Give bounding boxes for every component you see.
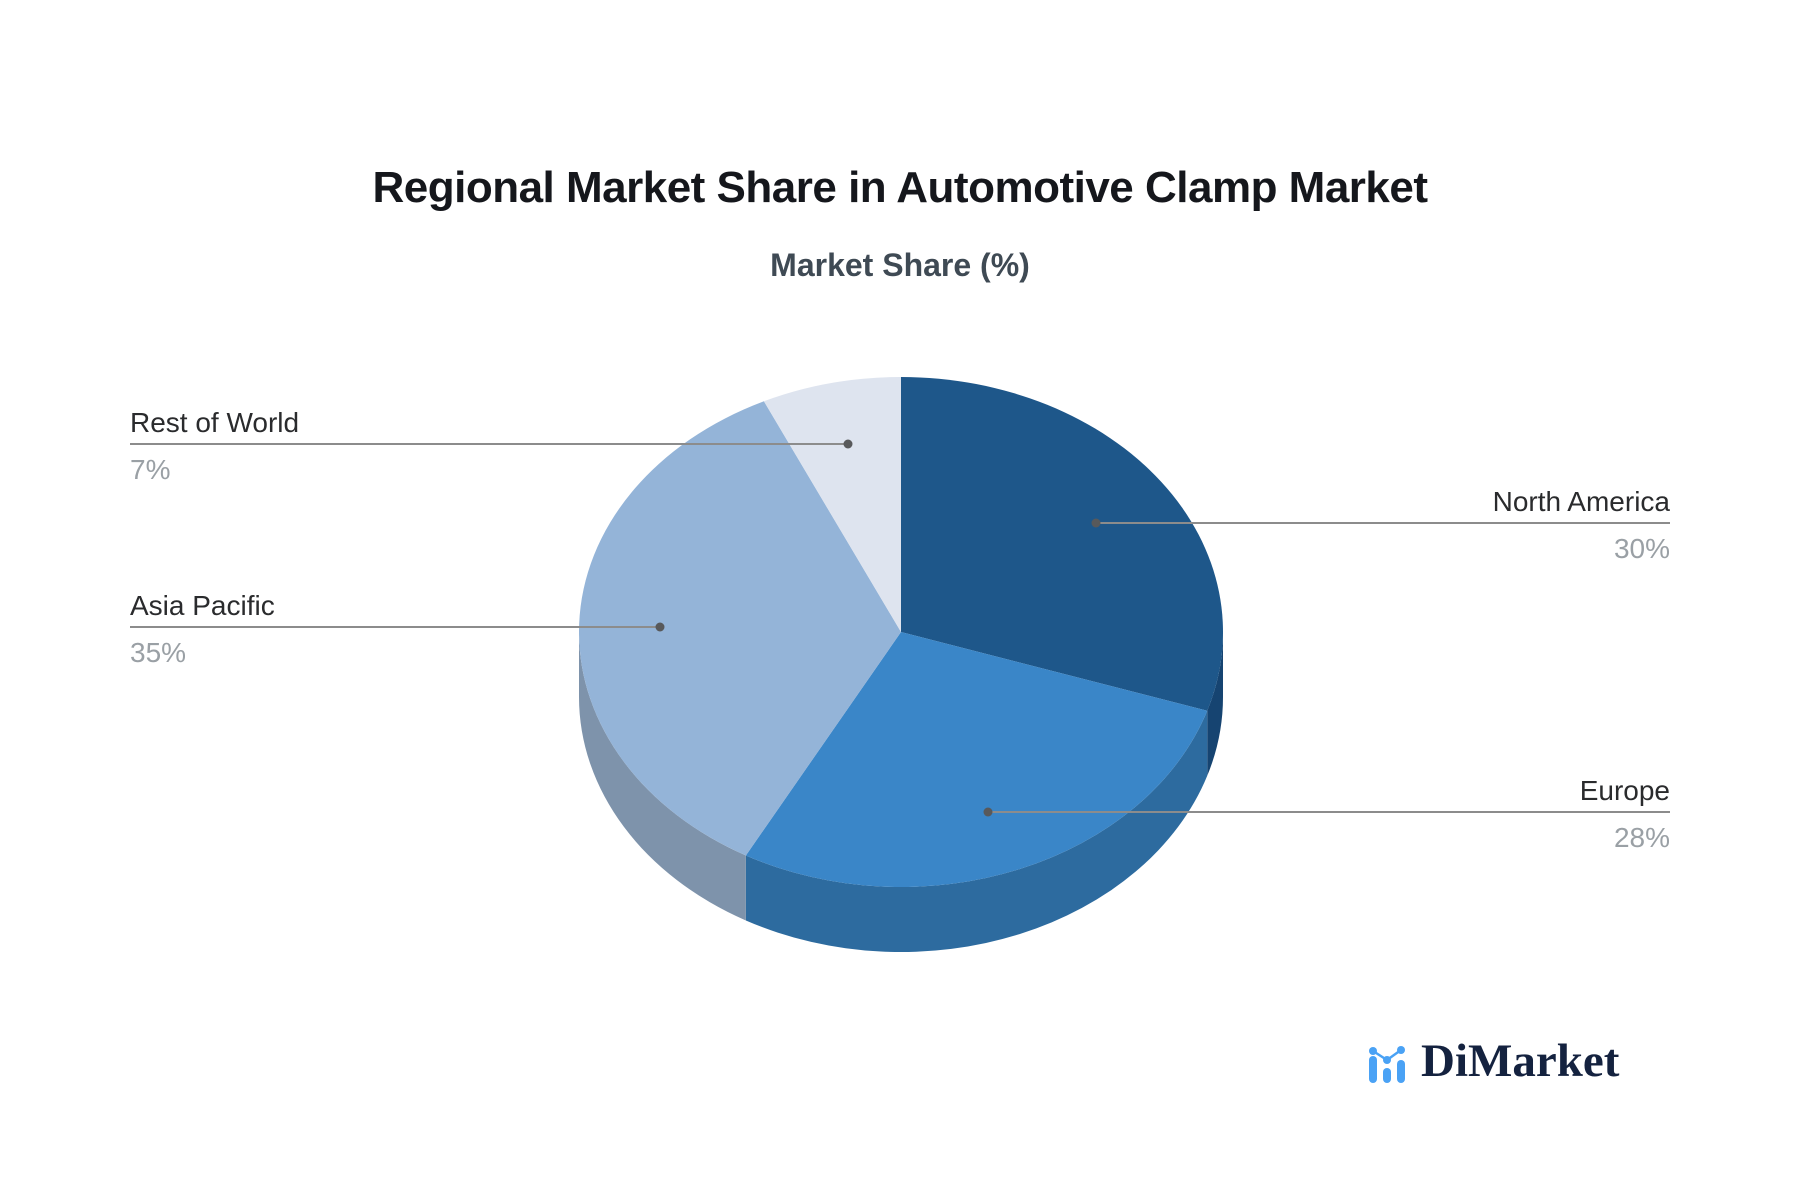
pie-label-name: Asia Pacific — [130, 590, 275, 621]
pie-label-north-america: North America 30% — [1110, 485, 1670, 566]
pie-label-europe: Europe 28% — [1110, 774, 1670, 855]
pie-label-rest-of-world: Rest of World 7% — [130, 406, 690, 487]
logo: DiMarket — [1365, 1036, 1619, 1086]
pie-label-percent: 30% — [1613, 533, 1670, 564]
pie-label-percent: 7% — [130, 454, 171, 485]
leader-dot-asia-pacific — [655, 622, 665, 632]
pie-slice-side-europe — [745, 710, 1208, 952]
pie-label-name: Rest of World — [130, 407, 300, 438]
leader-dot-north-america — [1091, 518, 1101, 528]
pie-slice-asia-pacific[interactable] — [579, 401, 901, 856]
pie-slice-side-north-america — [1207, 632, 1223, 776]
pie-slice-north-america[interactable] — [901, 377, 1223, 711]
logo-bar-line-chart-icon — [1369, 1046, 1405, 1083]
pie-label-percent: 35% — [130, 637, 187, 668]
logo-text: DiMarket — [1421, 1035, 1620, 1087]
leader-dot-europe — [983, 807, 993, 817]
pie-slice-rest-of-world[interactable] — [763, 377, 901, 632]
pie-label-asia-pacific: Asia Pacific 35% — [130, 589, 690, 670]
pie-slice-europe[interactable] — [745, 632, 1208, 887]
chart-title: Regional Market Share in Automotive Clam… — [372, 163, 1428, 212]
leader-dot-rest-of-world — [843, 439, 853, 449]
pie-label-percent: 28% — [1613, 822, 1670, 853]
pie-label-name: Europe — [1579, 775, 1670, 806]
pie-slice-side-asia-pacific — [579, 632, 746, 921]
pie-label-name: North America — [1492, 486, 1670, 517]
chart-subtitle: Market Share (%) — [770, 247, 1030, 283]
